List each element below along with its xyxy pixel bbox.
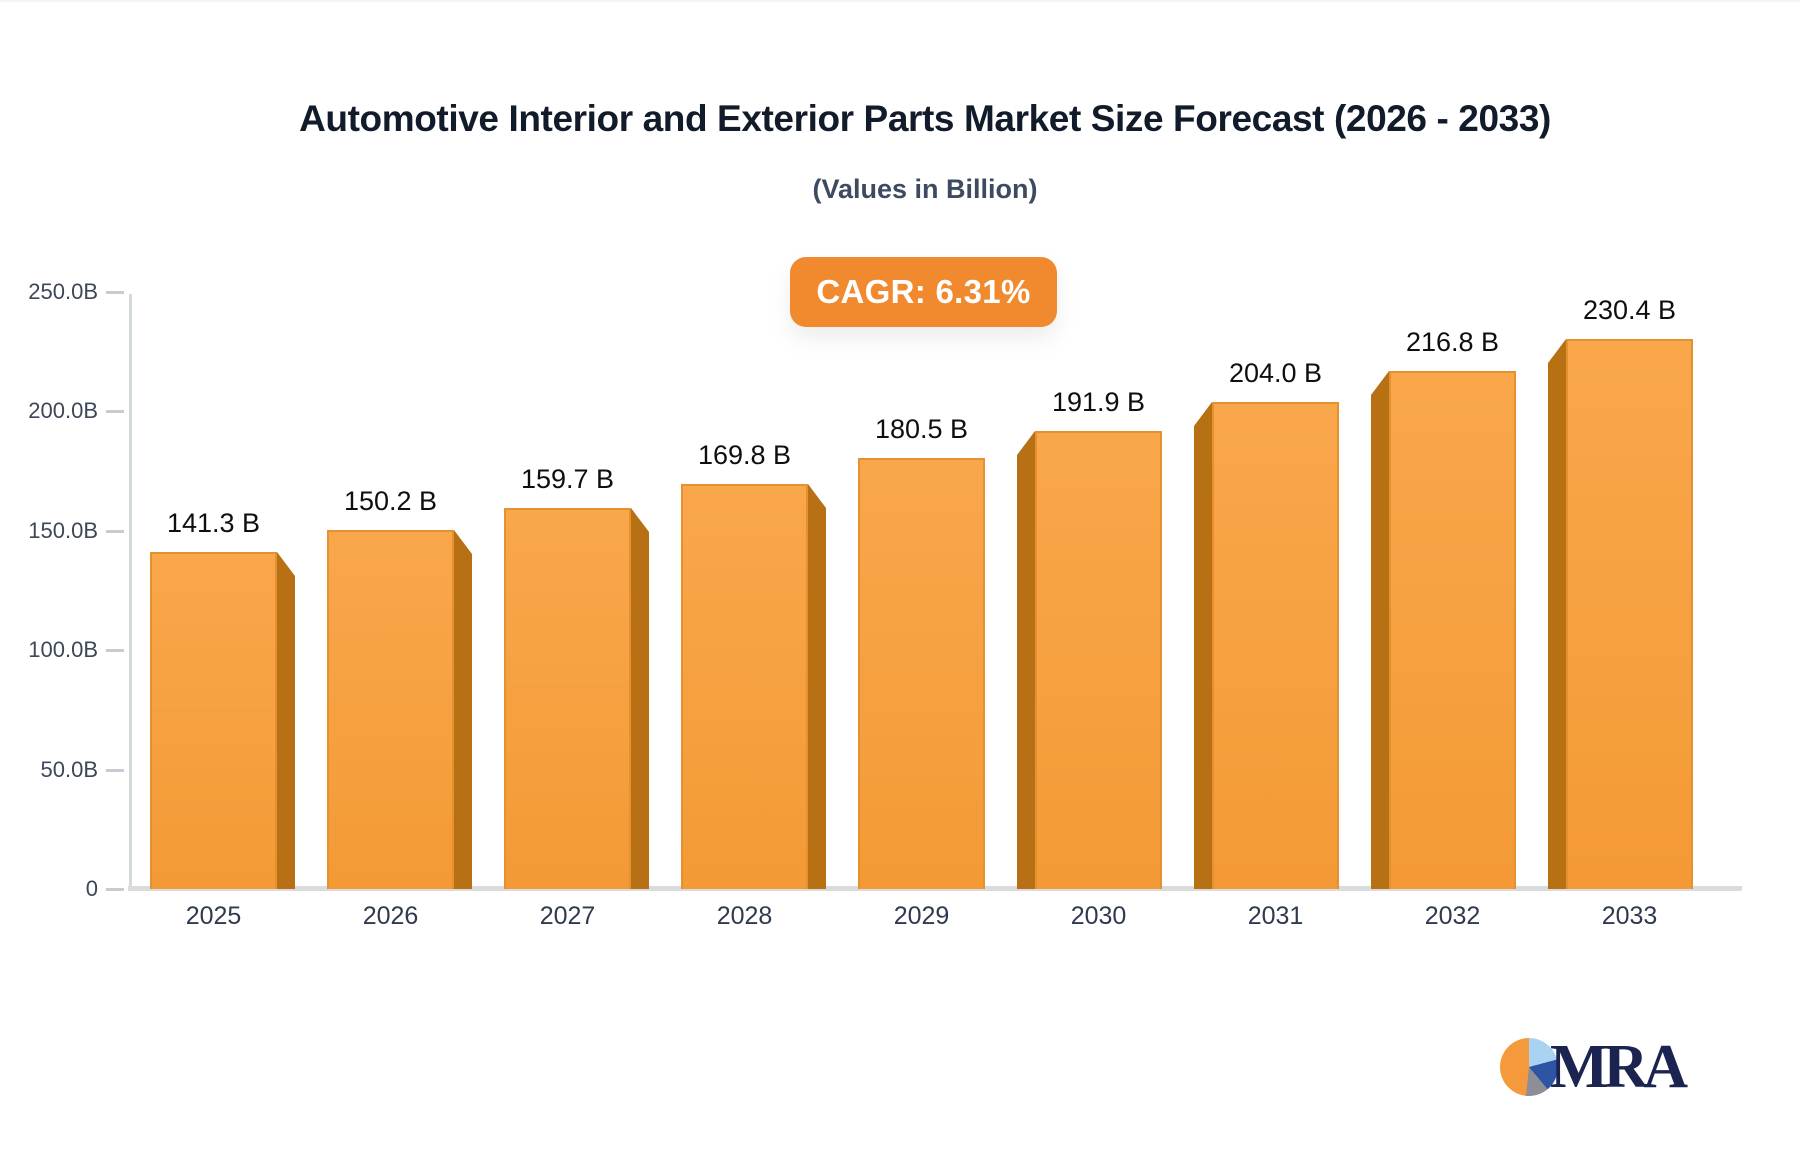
cagr-badge: CAGR: 6.31% bbox=[790, 257, 1057, 327]
bar-value-label-2028: 169.8 B bbox=[697, 440, 792, 470]
bar-side-2031 bbox=[1194, 402, 1212, 889]
x-axis-label-2030: 2030 bbox=[1070, 902, 1127, 930]
bar-side-2027 bbox=[631, 508, 649, 889]
x-axis-label-2028: 2028 bbox=[716, 902, 773, 930]
chart-title: Automotive Interior and Exterior Parts M… bbox=[299, 98, 1551, 139]
bar-value-label-2031: 204.0 B bbox=[1228, 358, 1323, 388]
bar-side-2033 bbox=[1548, 339, 1566, 889]
bar-value-label-2032: 216.8 B bbox=[1405, 327, 1500, 357]
y-tick-mark bbox=[106, 888, 124, 891]
x-axis-label-2026: 2026 bbox=[362, 902, 419, 930]
y-tick-mark bbox=[106, 530, 124, 533]
bar-2029 bbox=[858, 458, 985, 889]
bar-2026 bbox=[327, 530, 454, 889]
bar-2027 bbox=[504, 508, 631, 889]
bar-side-2032 bbox=[1371, 371, 1389, 889]
x-axis-label-2033: 2033 bbox=[1601, 902, 1658, 930]
y-tick-mark bbox=[106, 649, 124, 652]
bar-side-2026 bbox=[454, 530, 472, 889]
bar-value-label-2029: 180.5 B bbox=[874, 414, 969, 444]
brand-logo-text: MRA bbox=[1550, 1033, 1688, 1101]
y-tick-label: 200.0B bbox=[28, 398, 98, 423]
y-tick-mark bbox=[106, 769, 124, 772]
bar-2032 bbox=[1389, 371, 1516, 889]
y-tick-label: 250.0B bbox=[28, 279, 98, 304]
y-tick-label: 0 bbox=[85, 876, 98, 901]
bar-side-2030 bbox=[1017, 431, 1035, 889]
chart-subtitle: (Values in Billion) bbox=[812, 174, 1038, 204]
brand-logo: MRA bbox=[1500, 1033, 1688, 1101]
pie-chart-logo-icon bbox=[1500, 1038, 1558, 1096]
bar-2030 bbox=[1035, 431, 1162, 889]
x-axis-label-2025: 2025 bbox=[185, 902, 242, 930]
bar-value-label-2025: 141.3 B bbox=[166, 508, 261, 538]
bar-2031 bbox=[1212, 402, 1339, 889]
y-tick-mark bbox=[106, 291, 124, 294]
cagr-badge-label: CAGR: 6.31% bbox=[816, 273, 1031, 310]
bar-value-label-2027: 159.7 B bbox=[520, 464, 615, 494]
x-axis-label-2029: 2029 bbox=[893, 902, 950, 930]
y-tick-label: 100.0B bbox=[28, 637, 98, 662]
x-axis-label-2031: 2031 bbox=[1247, 902, 1304, 930]
bar-side-2025 bbox=[277, 552, 295, 889]
bar-2028 bbox=[681, 484, 808, 889]
x-axis-label-2032: 2032 bbox=[1424, 902, 1481, 930]
x-axis-label-2027: 2027 bbox=[539, 902, 596, 930]
bar-value-label-2033: 230.4 B bbox=[1582, 295, 1677, 325]
bar-value-label-2030: 191.9 B bbox=[1051, 387, 1146, 417]
bar-side-2028 bbox=[808, 484, 826, 889]
y-axis-line bbox=[129, 294, 132, 889]
bar-value-label-2026: 150.2 B bbox=[343, 486, 438, 516]
y-tick-mark bbox=[106, 410, 124, 413]
y-tick-label: 50.0B bbox=[40, 757, 99, 782]
bar-2025 bbox=[150, 552, 277, 889]
y-tick-label: 150.0B bbox=[28, 518, 98, 543]
bar-2033 bbox=[1566, 339, 1693, 889]
